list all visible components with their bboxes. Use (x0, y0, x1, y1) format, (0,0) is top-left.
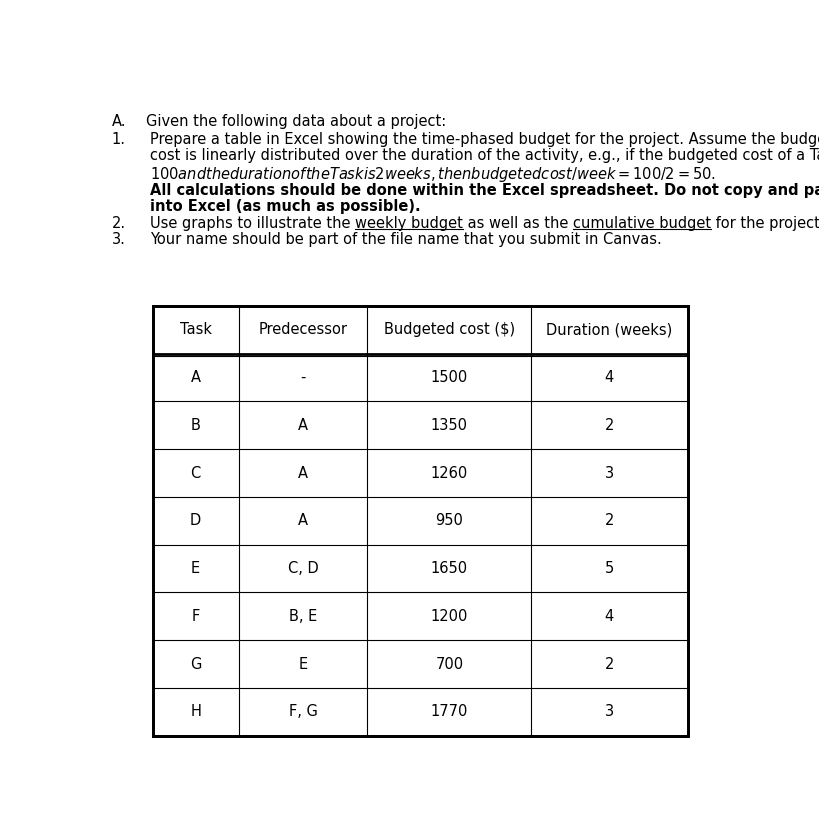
Text: 1350: 1350 (431, 417, 468, 432)
Text: 700: 700 (436, 657, 464, 671)
Text: 3: 3 (605, 704, 614, 720)
Text: 950: 950 (436, 513, 464, 528)
Text: G: G (190, 657, 201, 671)
Text: F: F (192, 608, 200, 624)
Text: Predecessor: Predecessor (259, 322, 347, 337)
Text: Your name should be part of the file name that you submit in Canvas.: Your name should be part of the file nam… (150, 232, 662, 247)
Text: D: D (190, 513, 201, 528)
Text: All calculations should be done within the Excel spreadsheet. Do not copy and pa: All calculations should be done within t… (150, 183, 819, 198)
Text: 1500: 1500 (431, 370, 468, 385)
Text: 2: 2 (604, 657, 614, 671)
Text: for the project.: for the project. (711, 216, 819, 231)
Text: 1770: 1770 (431, 704, 468, 720)
Bar (153, 306, 687, 735)
Text: -: - (301, 370, 305, 385)
Text: 3: 3 (605, 466, 614, 481)
Text: A: A (298, 513, 308, 528)
Text: H: H (190, 704, 201, 720)
Text: E: E (298, 657, 308, 671)
Text: A: A (191, 370, 201, 385)
Text: 1.: 1. (112, 131, 126, 147)
Text: F, G: F, G (288, 704, 318, 720)
Text: $100 and the duration of the Task is 2 weeks, then budgeted cost/week=100/2= $50: $100 and the duration of the Task is 2 w… (150, 165, 716, 183)
Text: B, E: B, E (289, 608, 317, 624)
Text: cumulative budget: cumulative budget (573, 216, 711, 231)
Text: 2: 2 (604, 417, 614, 432)
Text: 1650: 1650 (431, 561, 468, 576)
Text: 1260: 1260 (431, 466, 468, 481)
Text: C, D: C, D (287, 561, 319, 576)
Text: 2.: 2. (112, 216, 126, 231)
Text: B: B (191, 417, 201, 432)
Text: 4: 4 (604, 370, 614, 385)
Text: Use graphs to illustrate the: Use graphs to illustrate the (150, 216, 355, 231)
Text: Budgeted cost ($): Budgeted cost ($) (384, 322, 515, 337)
Text: A: A (298, 417, 308, 432)
Text: 5: 5 (604, 561, 614, 576)
Text: A.: A. (112, 114, 126, 129)
Text: 2: 2 (604, 513, 614, 528)
Text: Given the following data about a project:: Given the following data about a project… (146, 114, 446, 129)
Text: cost is linearly distributed over the duration of the activity, e.g., if the bud: cost is linearly distributed over the du… (150, 149, 819, 164)
Text: E: E (191, 561, 201, 576)
Text: 3.: 3. (112, 232, 126, 247)
Text: 1200: 1200 (431, 608, 468, 624)
Text: C: C (191, 466, 201, 481)
Text: 4: 4 (604, 608, 614, 624)
Text: into Excel (as much as possible).: into Excel (as much as possible). (150, 199, 421, 214)
Text: Task: Task (179, 322, 211, 337)
Text: Duration (weeks): Duration (weeks) (546, 322, 672, 337)
Text: Prepare a table in Excel showing the time-phased budget for the project. Assume : Prepare a table in Excel showing the tim… (150, 131, 819, 147)
Text: A: A (298, 466, 308, 481)
Text: as well as the: as well as the (463, 216, 573, 231)
Text: weekly budget: weekly budget (355, 216, 463, 231)
